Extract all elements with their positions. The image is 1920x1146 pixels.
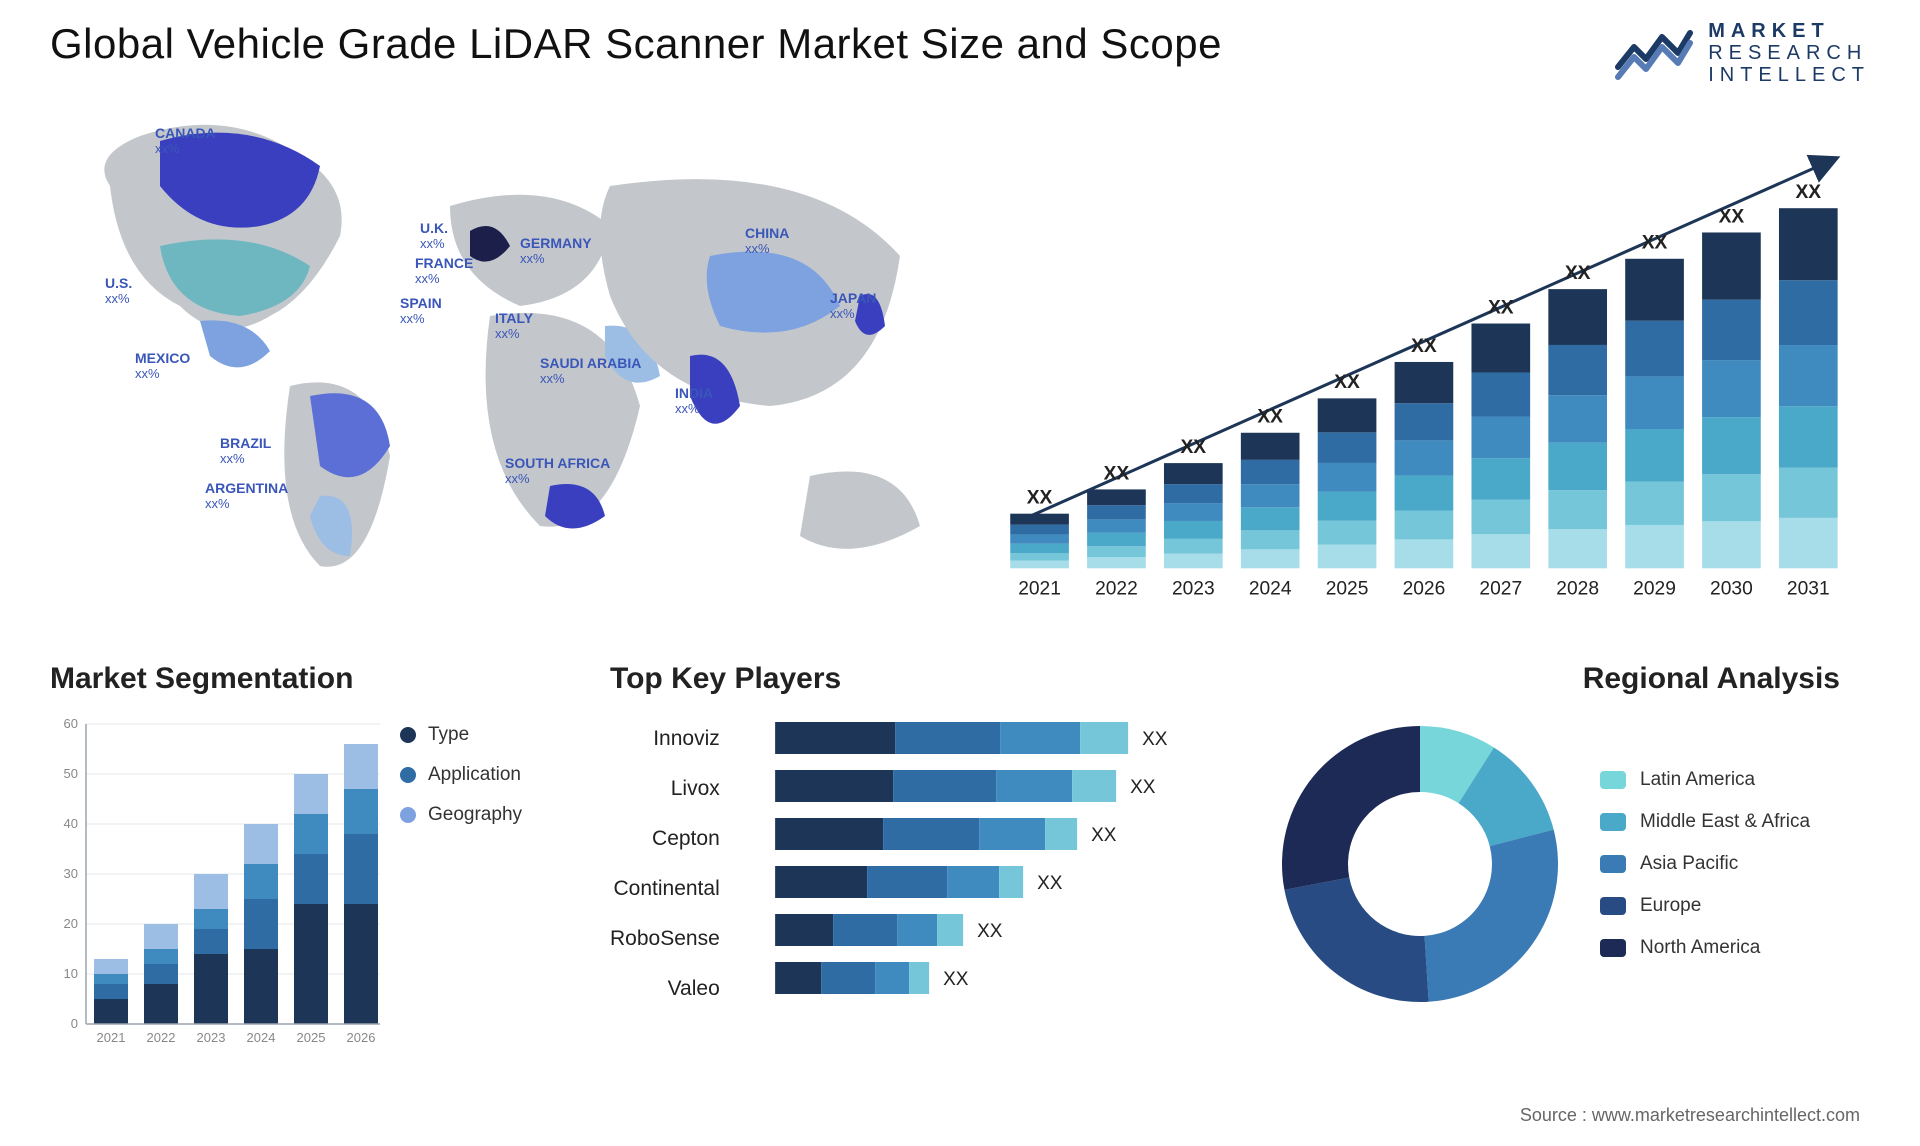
svg-text:XX: XX [1257, 407, 1283, 428]
svg-text:40: 40 [64, 816, 78, 831]
map-label-india: INDIAxx% [675, 386, 713, 417]
players-chart-svg: XX XX XX XX XX XX [740, 714, 1230, 1014]
regional-legend-item: Asia Pacific [1600, 853, 1810, 875]
svg-text:XX: XX [1334, 372, 1360, 393]
map-label-brazil: BRAZILxx% [220, 436, 271, 467]
svg-text:10: 10 [64, 966, 78, 981]
player-label: Cepton [610, 827, 720, 851]
seg-legend-item: Application [400, 764, 522, 786]
regional-title: Regional Analysis [1270, 662, 1870, 696]
map-label-south-africa: SOUTH AFRICAxx% [505, 456, 610, 487]
map-label-saudi-arabia: SAUDI ARABIAxx% [540, 356, 641, 387]
svg-text:2028: 2028 [1556, 579, 1599, 600]
svg-text:XX: XX [1642, 233, 1668, 254]
svg-text:2031: 2031 [1787, 579, 1830, 600]
svg-text:XX: XX [1565, 263, 1591, 284]
map-label-italy: ITALYxx% [495, 311, 533, 342]
page-title: Global Vehicle Grade LiDAR Scanner Marke… [50, 20, 1222, 68]
map-label-spain: SPAINxx% [400, 296, 442, 327]
svg-text:XX: XX [943, 969, 969, 990]
segmentation-panel: Market Segmentation 0 10 20 30 40 50 60 2021 202… [50, 662, 570, 1082]
map-label-germany: GERMANYxx% [520, 236, 592, 267]
svg-text:60: 60 [64, 716, 78, 731]
segmentation-legend: Type Application Geography [400, 724, 522, 1054]
growth-chart-svg: XX 2021 XX 2022 XX 2023 XX 2024 XX 2025 XX 2026 XX 20… [990, 96, 1870, 636]
svg-text:50: 50 [64, 766, 78, 781]
world-map: CANADAxx% U.S.xx% MEXICOxx% BRAZILxx% ARGENT… [50, 96, 950, 636]
svg-text:XX: XX [1027, 488, 1053, 509]
svg-text:2022: 2022 [147, 1030, 176, 1045]
player-label: Continental [610, 877, 720, 901]
svg-text:XX: XX [1130, 777, 1156, 798]
map-label-china: CHINAxx% [745, 226, 789, 257]
svg-text:XX: XX [1091, 825, 1117, 846]
map-label-u-k-: U.K.xx% [420, 221, 448, 252]
svg-text:2025: 2025 [1326, 579, 1369, 600]
player-label: Livox [610, 777, 720, 801]
svg-text:XX: XX [977, 921, 1003, 942]
svg-text:XX: XX [1719, 206, 1745, 227]
svg-text:2022: 2022 [1095, 579, 1138, 600]
growth-chart: XX 2021 XX 2022 XX 2023 XX 2024 XX 2025 XX 2026 XX 20… [990, 96, 1870, 636]
svg-text:2030: 2030 [1710, 579, 1753, 600]
logo-chart-icon [1614, 23, 1694, 83]
map-label-canada: CANADAxx% [155, 126, 216, 157]
map-label-mexico: MEXICOxx% [135, 351, 190, 382]
player-label: Innoviz [610, 727, 720, 751]
players-labels: Innoviz Livox Cepton Continental RoboSense Va… [610, 714, 720, 1014]
svg-text:XX: XX [1180, 437, 1206, 458]
regional-legend-item: Middle East & Africa [1600, 811, 1810, 833]
source-text: Source : www.marketresearchintellect.com [1520, 1105, 1860, 1126]
svg-text:2026: 2026 [347, 1030, 376, 1045]
svg-text:2029: 2029 [1633, 579, 1676, 600]
svg-text:2023: 2023 [197, 1030, 226, 1045]
svg-text:XX: XX [1037, 873, 1063, 894]
svg-text:2025: 2025 [297, 1030, 326, 1045]
svg-text:30: 30 [64, 866, 78, 881]
map-label-u-s-: U.S.xx% [105, 276, 132, 307]
svg-text:2023: 2023 [1172, 579, 1215, 600]
player-label: RoboSense [610, 927, 720, 951]
svg-text:XX: XX [1142, 729, 1168, 750]
segmentation-chart-svg: 0 10 20 30 40 50 60 2021 2022 2023 2024 2025 2026 [50, 714, 380, 1054]
brand-logo: MARKET RESEARCH INTELLECT [1614, 20, 1870, 86]
logo-text: MARKET RESEARCH INTELLECT [1708, 20, 1870, 86]
svg-text:XX: XX [1488, 297, 1514, 318]
svg-text:XX: XX [1104, 463, 1130, 484]
svg-text:2026: 2026 [1403, 579, 1446, 600]
header: Global Vehicle Grade LiDAR Scanner Marke… [50, 20, 1870, 86]
players-panel: Top Key Players Innoviz Livox Cepton Contin… [610, 662, 1230, 1082]
seg-legend-item: Geography [400, 804, 522, 826]
segmentation-title: Market Segmentation [50, 662, 570, 696]
regional-legend-item: North America [1600, 937, 1810, 959]
regional-legend-item: Latin America [1600, 769, 1810, 791]
svg-text:2021: 2021 [1018, 579, 1061, 600]
map-label-argentina: ARGENTINAxx% [205, 481, 288, 512]
svg-text:2021: 2021 [97, 1030, 126, 1045]
regional-legend: Latin America Middle East & Africa Asia Pa… [1600, 769, 1810, 959]
svg-text:XX: XX [1795, 182, 1821, 203]
regional-panel: Regional Analysis Latin America Middle Ea… [1270, 662, 1870, 1082]
svg-text:2024: 2024 [1249, 579, 1292, 600]
regional-legend-item: Europe [1600, 895, 1810, 917]
svg-text:2024: 2024 [247, 1030, 276, 1045]
players-title: Top Key Players [610, 662, 1230, 696]
svg-text:XX: XX [1411, 336, 1437, 357]
regional-donut-svg [1270, 714, 1570, 1014]
map-label-japan: JAPANxx% [830, 291, 876, 322]
svg-text:0: 0 [71, 1016, 78, 1031]
svg-text:20: 20 [64, 916, 78, 931]
seg-legend-item: Type [400, 724, 522, 746]
map-label-france: FRANCExx% [415, 256, 473, 287]
svg-text:2027: 2027 [1479, 579, 1522, 600]
map-labels: CANADAxx% U.S.xx% MEXICOxx% BRAZILxx% ARGENT… [50, 96, 950, 636]
player-label: Valeo [610, 977, 720, 1001]
